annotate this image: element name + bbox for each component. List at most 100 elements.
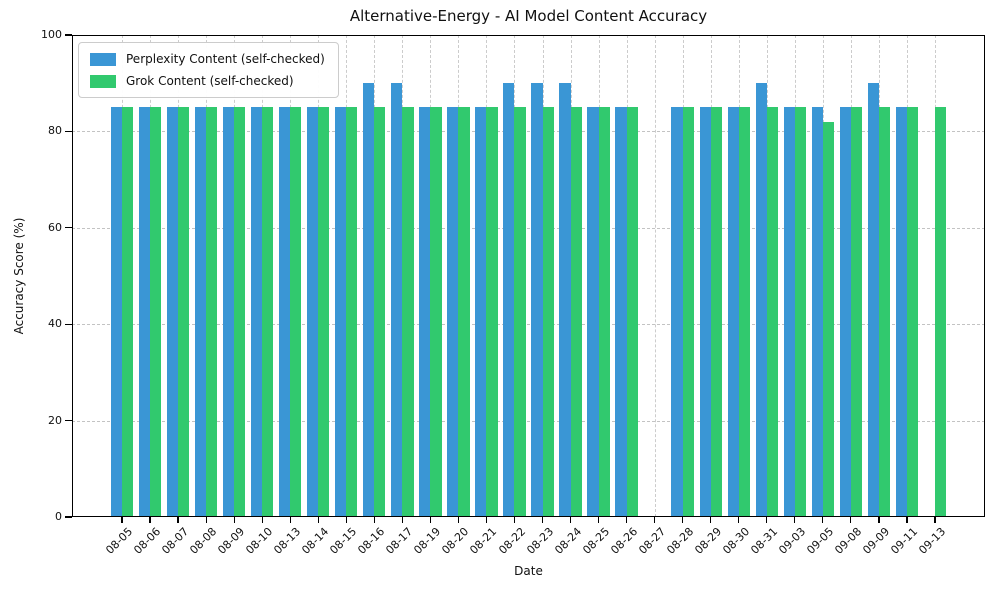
- bar-perplexity-08-20: [447, 107, 459, 517]
- x-tickmark: [626, 517, 628, 523]
- bar-grok-08-13: [290, 107, 302, 517]
- bar-perplexity-08-10: [250, 107, 263, 517]
- bar-grok-08-30: [738, 107, 750, 517]
- bar-grok-09-05: [822, 121, 835, 517]
- x-tick-label: 08-19: [411, 525, 444, 557]
- bar-perplexity-08-05: [110, 107, 122, 517]
- x-tick-label: 08-27: [636, 525, 668, 557]
- bar-grok-08-06: [150, 107, 162, 517]
- bar-perplexity-08-17: [391, 83, 403, 517]
- bar-grok-09-09: [878, 107, 891, 517]
- bar-perplexity-08-22: [503, 83, 515, 517]
- x-tickmark: [934, 517, 936, 523]
- bar-grok-08-15: [346, 107, 358, 517]
- x-tickmark: [317, 517, 319, 523]
- bar-grok-08-29: [710, 107, 722, 517]
- legend-swatch: [90, 74, 116, 88]
- x-tickmark: [429, 517, 431, 523]
- x-tickmark: [878, 517, 880, 523]
- x-gridline: [654, 35, 656, 517]
- bar-perplexity-09-08: [839, 107, 851, 517]
- bar-perplexity-08-29: [699, 107, 711, 517]
- bar-grok-08-31: [766, 107, 778, 517]
- legend: Perplexity Content (self-checked) Grok Co…: [78, 42, 339, 98]
- y-tick-label: 80: [48, 124, 62, 138]
- x-tick-label: 08-16: [355, 525, 388, 557]
- legend-label: Perplexity Content (self-checked): [126, 52, 325, 66]
- bar-grok-09-13: [935, 107, 947, 517]
- x-tickmark: [345, 517, 347, 523]
- bar-perplexity-09-11: [895, 107, 907, 517]
- bar-perplexity-08-16: [363, 83, 375, 517]
- bar-grok-08-05: [122, 107, 134, 517]
- x-tick-label: 08-26: [608, 525, 640, 557]
- legend-entry: Grok Content (self-checked): [90, 74, 325, 88]
- bar-grok-08-16: [374, 107, 386, 517]
- x-axis-line: [72, 515, 985, 517]
- bar-perplexity-08-31: [755, 83, 767, 517]
- chart-title: Alternative-Energy - AI Model Content Ac…: [349, 7, 708, 25]
- x-tickmark: [401, 517, 403, 523]
- x-tickmark: [289, 517, 291, 523]
- x-tick-label: 09-09: [860, 525, 893, 557]
- bar-perplexity-08-26: [615, 107, 627, 517]
- y-gridline: [72, 131, 985, 133]
- x-tick-label: 09-08: [832, 525, 865, 557]
- x-tickmark: [513, 517, 516, 523]
- x-tick-label: 08-15: [327, 525, 360, 557]
- y-gridline: [72, 420, 985, 422]
- x-tickmark: [177, 517, 179, 523]
- bar-grok-08-07: [178, 107, 190, 517]
- x-tickmark: [597, 517, 600, 523]
- y-tick-label: 60: [48, 220, 62, 234]
- bar-perplexity-08-09: [222, 107, 235, 517]
- bar-perplexity-08-21: [475, 107, 487, 517]
- bar-grok-08-08: [206, 107, 218, 517]
- x-tick-label: 08-29: [692, 525, 724, 557]
- bar-perplexity-08-30: [727, 107, 739, 517]
- bar-perplexity-08-25: [587, 107, 599, 517]
- bar-grok-08-19: [430, 107, 442, 517]
- x-tick-label: 08-06: [131, 525, 164, 557]
- y-gridline: [72, 324, 985, 326]
- y-tickmark: [65, 130, 72, 132]
- x-tick-label: 08-20: [439, 525, 472, 557]
- x-tick-label: 08-30: [720, 525, 752, 557]
- x-tickmark: [682, 517, 684, 523]
- x-tick-label: 08-08: [187, 525, 220, 557]
- y-tickmark: [65, 227, 72, 229]
- top-spine: [72, 35, 985, 37]
- legend-label: Grok Content (self-checked): [126, 74, 294, 88]
- bar-grok-08-28: [682, 107, 694, 517]
- bar-grok-08-20: [458, 107, 470, 517]
- bar-perplexity-08-14: [307, 107, 319, 517]
- x-tickmark: [149, 517, 151, 523]
- bar-grok-08-25: [598, 107, 610, 517]
- x-tick-label: 09-03: [776, 525, 809, 557]
- y-tickmark: [65, 516, 72, 518]
- x-tickmark: [738, 517, 740, 523]
- bar-perplexity-08-13: [279, 107, 291, 517]
- x-tickmark: [794, 517, 796, 523]
- bar-grok-09-03: [794, 107, 806, 517]
- x-tick-label: 09-13: [916, 525, 949, 557]
- x-tick-label: 08-13: [271, 525, 304, 557]
- x-tick-label: 08-17: [383, 525, 416, 557]
- legend-swatch: [90, 52, 116, 66]
- y-tick-label: 100: [41, 28, 62, 41]
- x-tickmark: [541, 517, 544, 523]
- bar-perplexity-08-15: [335, 107, 347, 517]
- legend-entry: Perplexity Content (self-checked): [90, 52, 325, 66]
- bar-grok-08-21: [486, 107, 498, 517]
- x-tickmark: [233, 517, 235, 523]
- x-tickmark: [373, 517, 375, 523]
- bar-perplexity-08-08: [194, 107, 207, 517]
- bar-grok-08-23: [542, 107, 554, 517]
- bar-perplexity-08-24: [559, 83, 571, 517]
- x-tick-label: 08-28: [664, 525, 696, 557]
- y-axis-label: Accuracy Score (%): [12, 217, 26, 335]
- x-tickmark: [485, 517, 488, 523]
- plot-area: Perplexity Content (self-checked) Grok Co…: [72, 35, 985, 517]
- y-tickmark: [65, 323, 72, 325]
